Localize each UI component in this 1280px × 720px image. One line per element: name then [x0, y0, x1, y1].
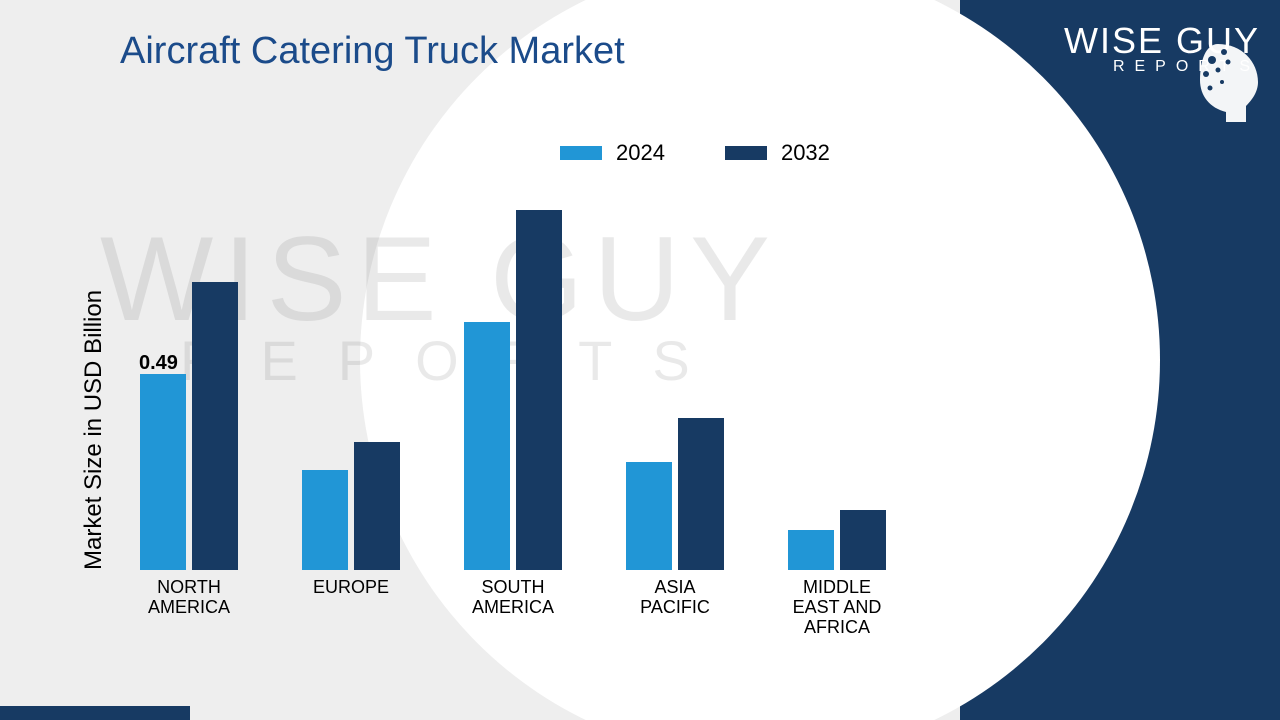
bar — [192, 282, 238, 570]
bottom-accent-bar — [0, 706, 190, 720]
x-axis-label: MIDDLE EAST AND AFRICA — [782, 578, 892, 637]
bar-chart — [100, 170, 920, 570]
legend-item: 2024 — [560, 140, 665, 166]
bar — [788, 530, 834, 570]
x-axis-label: NORTH AMERICA — [134, 578, 244, 618]
bar — [302, 470, 348, 570]
bar — [678, 418, 724, 570]
bar — [140, 374, 186, 570]
legend-label: 2032 — [781, 140, 830, 166]
bar — [840, 510, 886, 570]
legend-swatch — [725, 146, 767, 160]
bar — [354, 442, 400, 570]
bar — [626, 462, 672, 570]
legend: 2024 2032 — [560, 140, 830, 166]
x-axis-label: SOUTH AMERICA — [458, 578, 568, 618]
data-label: 0.49 — [139, 352, 178, 375]
x-axis-label: ASIA PACIFIC — [620, 578, 730, 618]
logo-head-icon — [1188, 38, 1268, 128]
chart-title: Aircraft Catering Truck Market — [120, 30, 625, 73]
chart-stage: WISE GUY REPORTS Aircraft Catering Truck… — [0, 0, 1280, 720]
x-axis-label: EUROPE — [296, 578, 406, 598]
y-axis-label: Market Size in USD Billion — [80, 290, 108, 570]
legend-label: 2024 — [616, 140, 665, 166]
bar — [464, 322, 510, 570]
brand-logo: WISE GUY REPORTS — [1064, 20, 1260, 76]
bar — [516, 210, 562, 570]
legend-item: 2032 — [725, 140, 830, 166]
legend-swatch — [560, 146, 602, 160]
